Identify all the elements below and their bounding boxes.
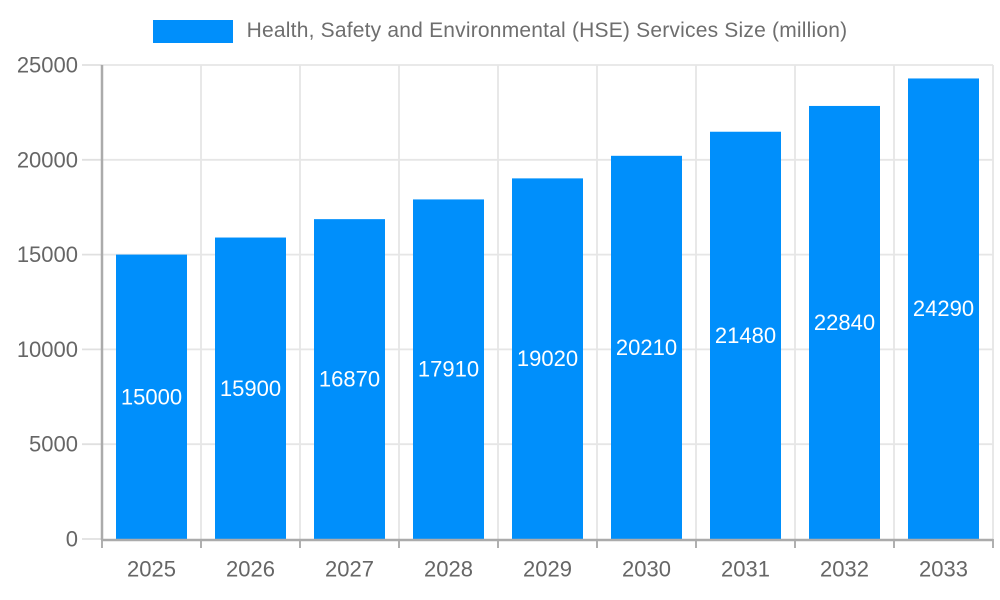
y-axis-tick-label: 0 [66,527,78,552]
bar-2028[interactable] [413,199,484,540]
bar-2029[interactable] [512,178,583,539]
bar-value-label: 15000 [121,384,182,409]
chart-legend: Health, Safety and Environmental (HSE) S… [0,19,1000,43]
bar-value-label: 22840 [814,310,875,335]
x-axis-label: 2027 [325,557,374,582]
bar-value-label: 19020 [517,346,578,371]
bar-2027[interactable] [314,219,385,539]
y-axis-tick-label: 15000 [17,242,78,267]
x-axis-label: 2030 [622,557,671,582]
x-axis-label: 2028 [424,557,473,582]
legend-item-hse-series[interactable]: Health, Safety and Environmental (HSE) S… [152,19,848,43]
y-axis-tick-label: 5000 [29,432,78,457]
y-axis-tick-label: 25000 [17,53,78,78]
bar-2032[interactable] [809,105,880,539]
bar-value-label: 21480 [715,323,776,348]
bar-value-label: 15900 [220,376,281,401]
bar-2031[interactable] [710,131,781,539]
y-axis-tick-label: 10000 [17,337,78,362]
legend-color-swatch [152,19,233,43]
y-axis-tick-label: 20000 [17,147,78,172]
x-axis-label: 2032 [820,557,869,582]
bar-value-label: 17910 [418,357,479,382]
x-axis-label: 2033 [919,557,968,582]
bar-value-label: 24290 [913,296,974,321]
x-axis-label: 2031 [721,557,770,582]
x-axis-label: 2026 [226,557,275,582]
legend-series-label: Health, Safety and Environmental (HSE) S… [246,19,848,42]
bar-2026[interactable] [215,237,286,539]
bar-2025[interactable] [116,254,187,539]
bar-value-label: 16870 [319,367,380,392]
x-axis-label: 2025 [127,557,176,582]
x-axis-label: 2029 [523,557,572,582]
bar-2033[interactable] [908,78,979,539]
bar-value-label: 20210 [616,335,677,360]
bar-2030[interactable] [611,155,682,539]
